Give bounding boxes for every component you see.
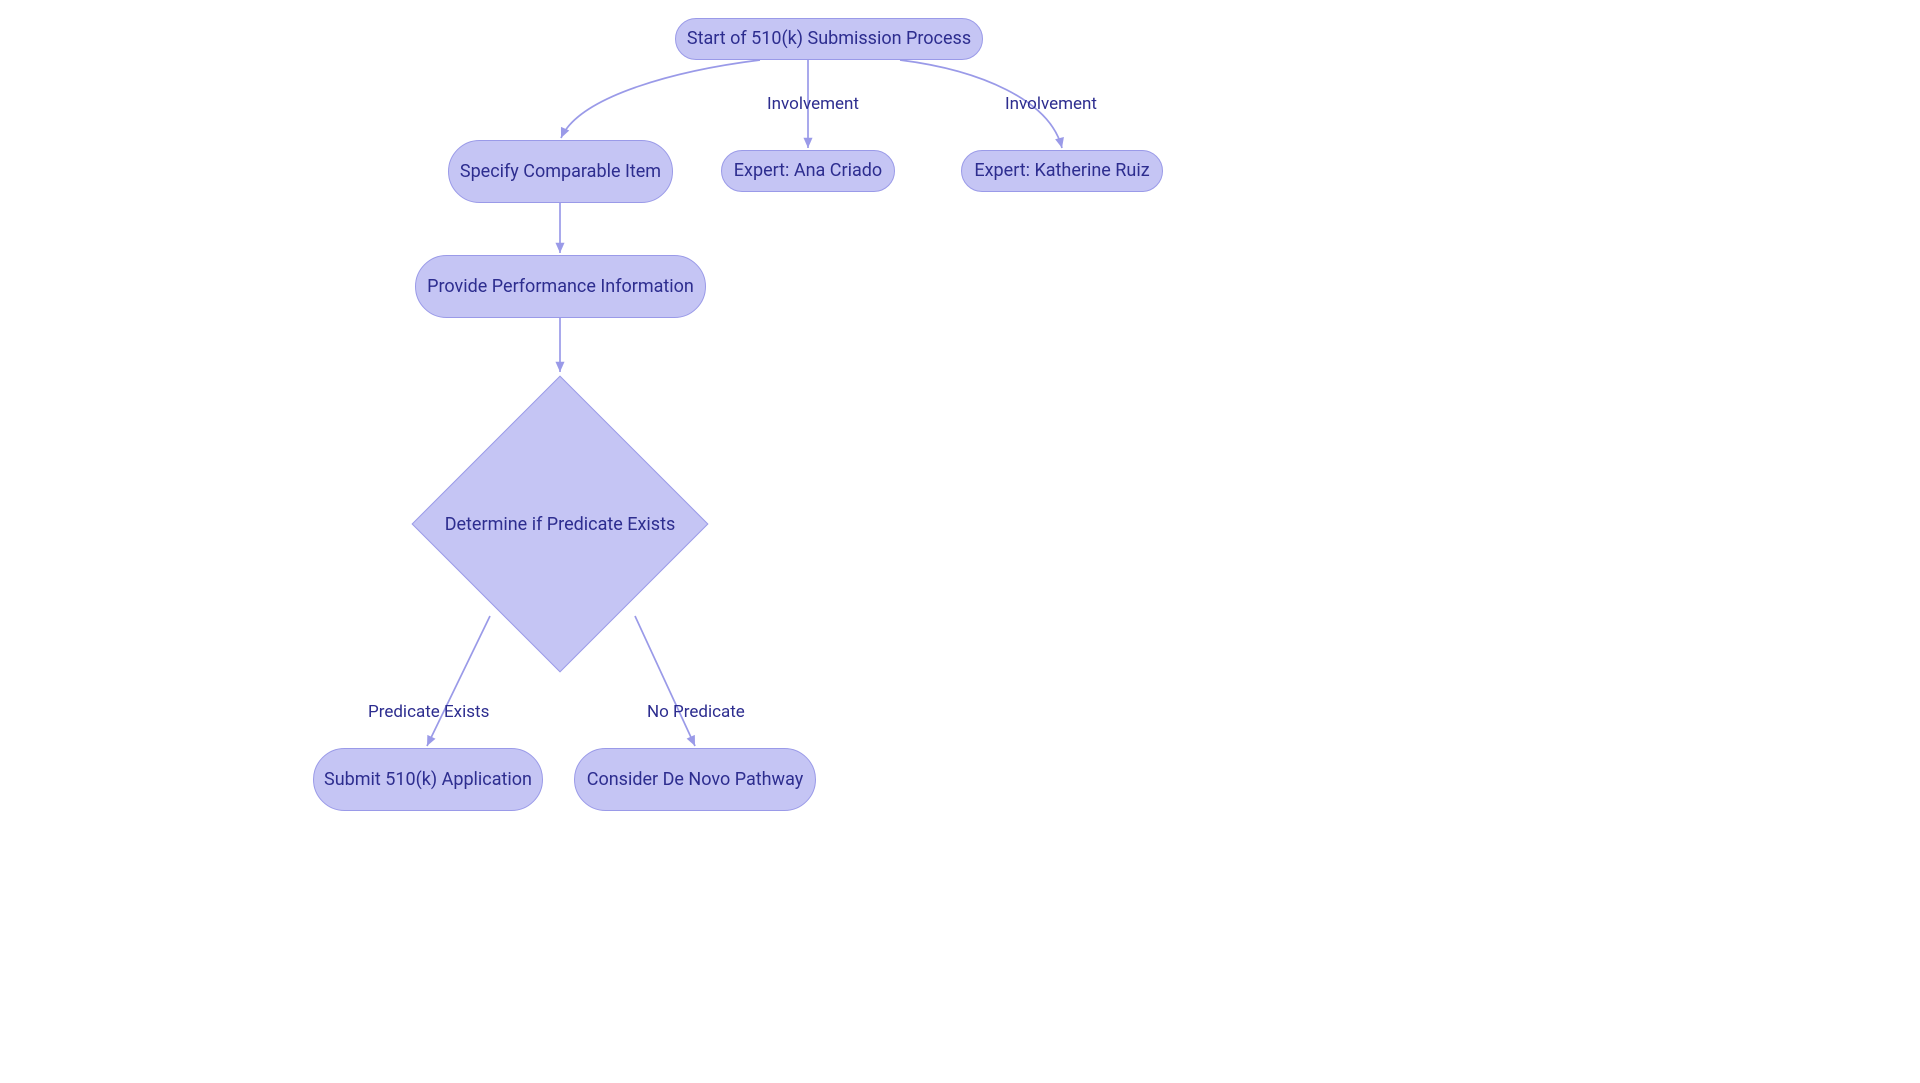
edge-label: Involvement [767,94,859,114]
node-label: Submit 510(k) Application [324,768,532,791]
node-label: Expert: Ana Criado [734,159,882,182]
edge [635,616,695,746]
node-denovo: Consider De Novo Pathway [574,748,816,811]
node-expert1: Expert: Ana Criado [721,150,895,192]
edge-label: No Predicate [647,702,745,722]
node-decision [412,376,709,673]
node-submit: Submit 510(k) Application [313,748,543,811]
node-label: Expert: Katherine Ruiz [974,159,1149,182]
node-specify: Specify Comparable Item [448,140,673,203]
node-label: Consider De Novo Pathway [587,768,804,791]
edge-label: Involvement [1005,94,1097,114]
node-start: Start of 510(k) Submission Process [675,18,983,60]
flowchart-canvas: Involvement Involvement Predicate Exists No… [0,0,1920,1083]
node-label: Start of 510(k) Submission Process [687,27,971,50]
node-label: Provide Performance Information [427,275,694,298]
edge-label: Predicate Exists [368,702,489,722]
edges-layer [0,0,1920,1083]
node-expert2: Expert: Katherine Ruiz [961,150,1163,192]
node-provide: Provide Performance Information [415,255,706,318]
edge [427,616,490,746]
node-label: Specify Comparable Item [460,160,661,183]
edge [561,60,760,138]
